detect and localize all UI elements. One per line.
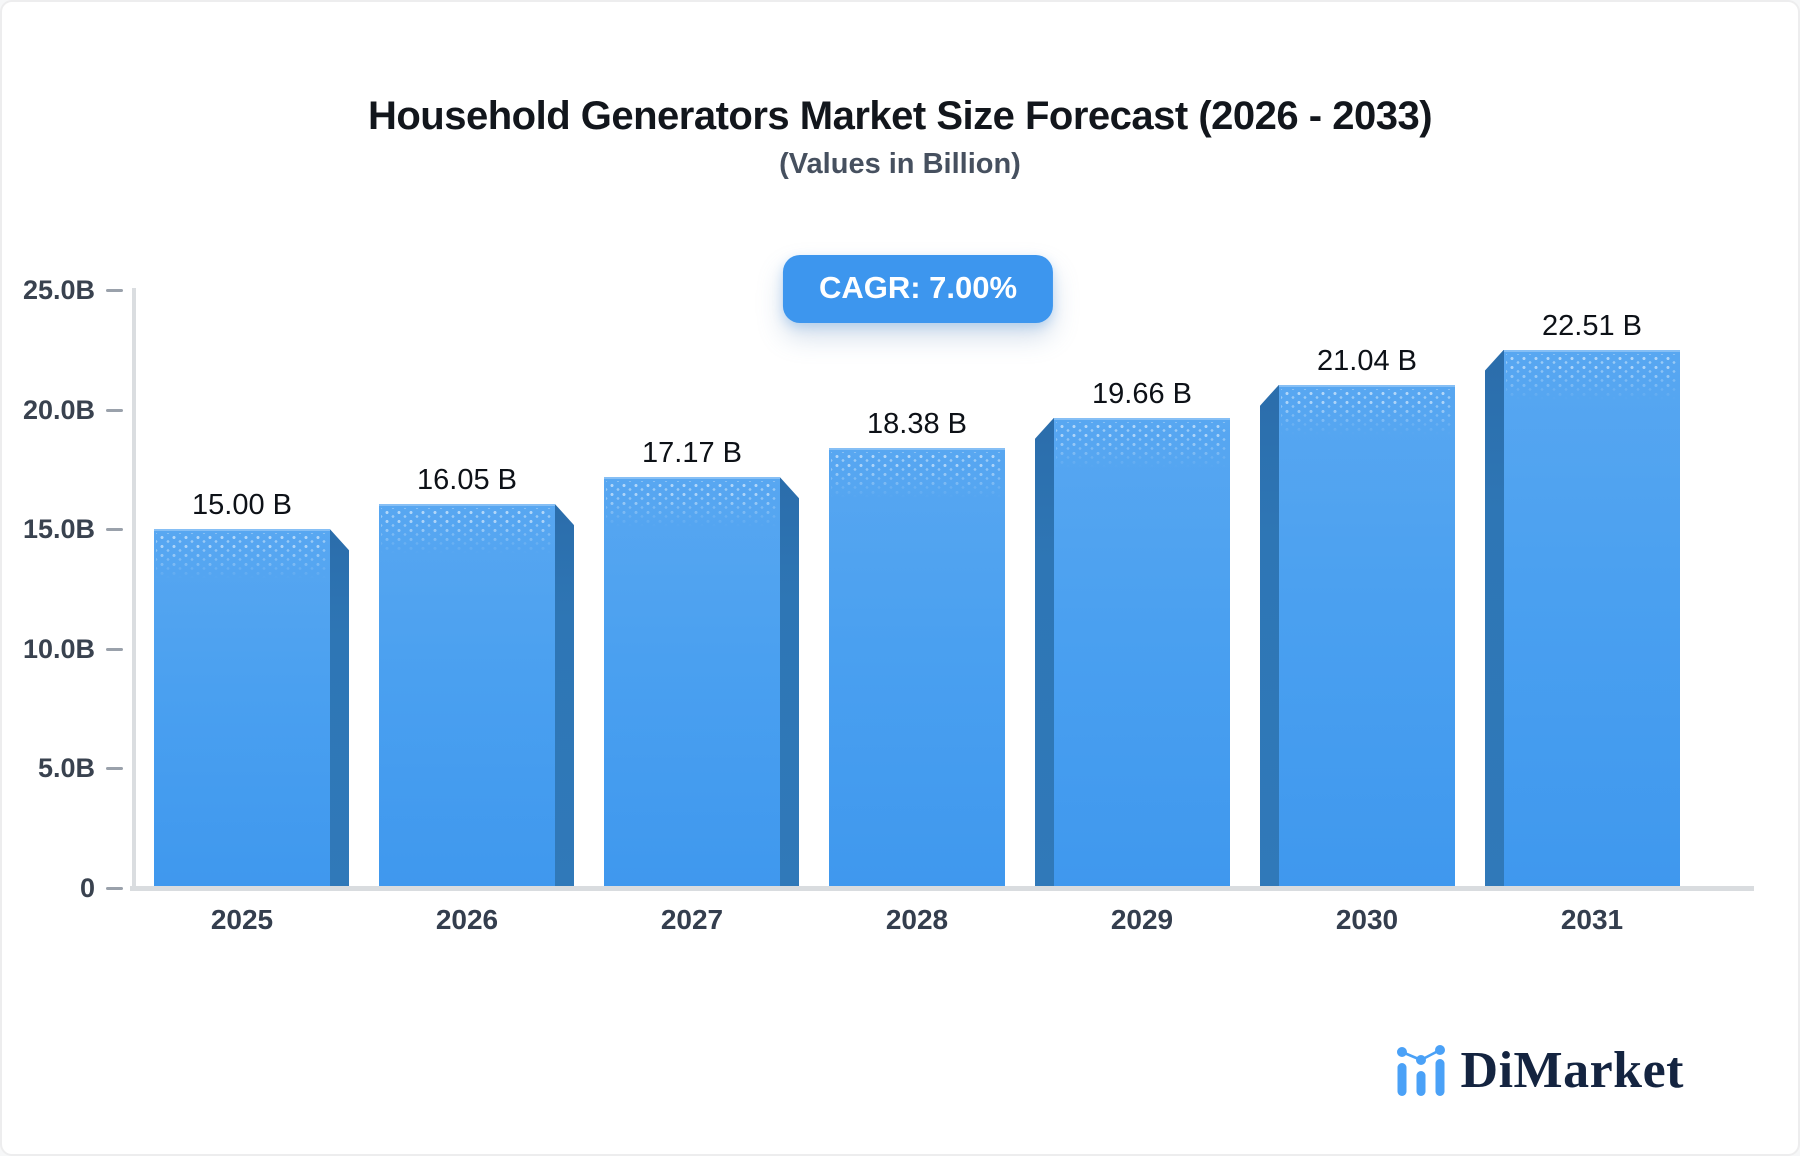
bar-2026 [379,504,555,888]
x-tick-label-2025: 2025 [210,904,274,935]
bar-side-left-2029 [1035,417,1054,888]
bar-side-left-2031 [1485,349,1504,888]
y-tick-mark [106,289,123,292]
bar-2031 [1504,349,1680,888]
y-tick-label-10.0B: 10.0B [22,633,95,664]
x-tick-label-2027: 2027 [660,904,724,935]
bar-top-texture [606,481,778,528]
y-tick-label-15.0B: 15.0B [22,514,95,545]
chart-title: Household Generators Market Size Forecas… [367,94,1433,138]
y-tick-label-5.0B: 5.0B [37,753,95,784]
bar-side-right-2025 [330,529,349,888]
bar-2028 [829,448,1005,888]
x-tick-label-2028: 2028 [885,904,949,935]
x-axis-line [130,886,1754,891]
bar-2029 [1054,417,1230,888]
chart-subtitle: (Values in Billion) [779,148,1021,180]
bar-top-texture [1056,421,1228,468]
y-tick-mark [106,887,123,890]
bar-top-texture [381,508,553,555]
y-axis-line [132,288,136,890]
x-tick-label-2029: 2029 [1110,904,1174,935]
logo-text: DiMarket [1460,1042,1684,1099]
bar-top-texture [1281,388,1453,435]
y-tick-mark [106,408,123,412]
y-tick-mark [106,647,123,651]
bar-top-texture [1506,353,1678,400]
bar-value-label-2026: 16.05 B [417,464,517,497]
bar-value-label-2031: 22.51 B [1542,309,1642,342]
bar-side-right-2026 [555,504,574,888]
x-tick-label-2030: 2030 [1335,904,1399,935]
y-tick-mark [106,528,123,532]
bar-value-label-2025: 15.00 B [192,489,292,522]
bar-2027 [604,477,780,888]
bar-side-right-2027 [780,477,799,888]
y-tick-mark [106,767,123,771]
y-tick-label-25.0B: 25.0B [22,275,95,305]
x-tick-label-2031: 2031 [1560,904,1624,935]
bar-2025 [154,529,330,888]
bar-top-texture [831,452,1003,499]
bar-value-label-2027: 17.17 B [642,437,742,470]
y-tick-label-0: 0 [79,873,95,903]
logo-bar-chart-icon [1396,1045,1445,1096]
bar-value-label-2030: 21.04 B [1317,344,1417,377]
bar-value-label-2029: 19.66 B [1092,377,1192,410]
y-tick-label-20.0B: 20.0B [22,394,95,425]
bar-side-left-2030 [1260,384,1279,888]
bar-2030 [1279,384,1455,888]
bar-top-texture [156,533,328,580]
cagr-badge: CAGR: 7.00% [782,255,1054,323]
bar-value-label-2028: 18.38 B [867,408,967,441]
x-tick-label-2026: 2026 [435,904,499,935]
logo: DiMarket [1395,1044,1684,1098]
